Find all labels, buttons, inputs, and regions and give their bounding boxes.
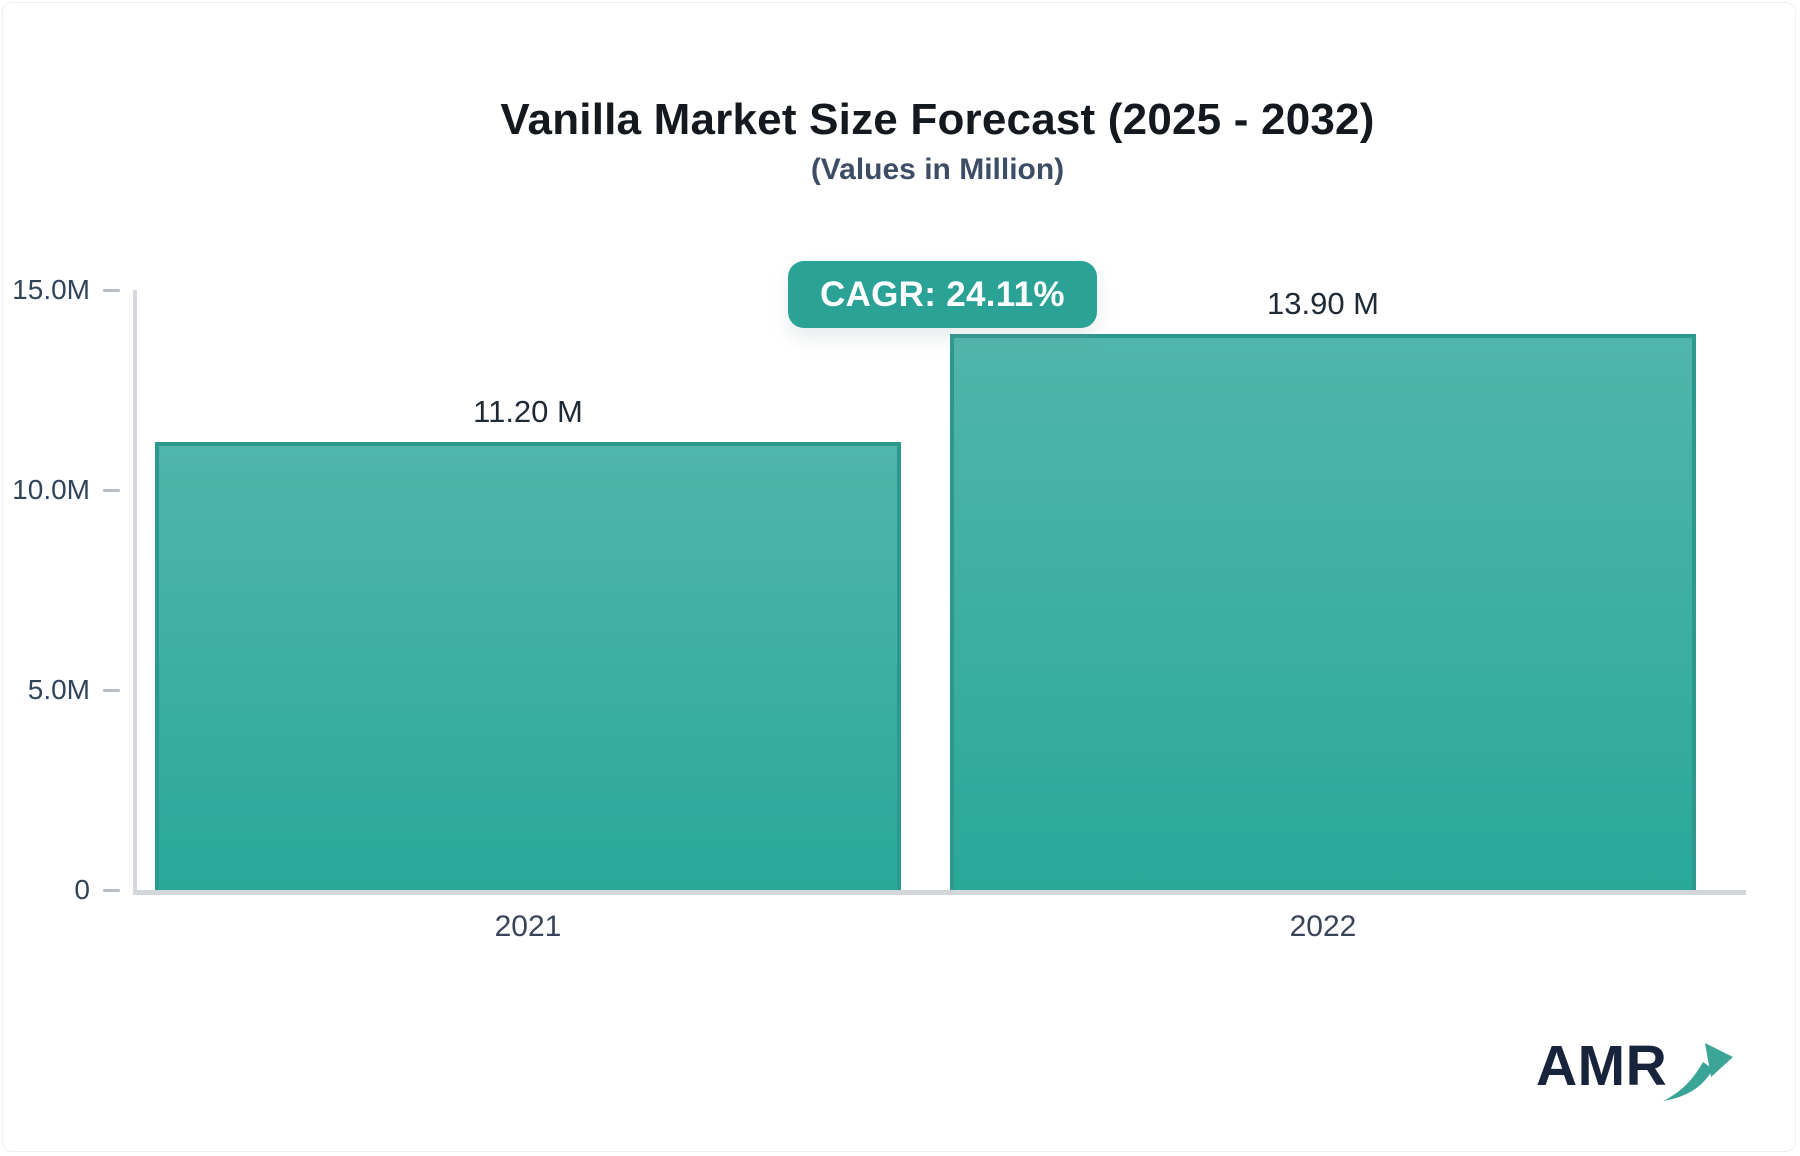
y-tick-mark	[103, 488, 120, 492]
x-axis-label-2022: 2022	[1289, 910, 1357, 943]
y-tick-label: 0	[74, 874, 90, 905]
amr-logo: AMR	[1536, 1035, 1737, 1107]
y-tick-mark	[103, 888, 120, 892]
bar-value-label-2022: 13.90 M	[1266, 286, 1379, 321]
y-tick-label: 15.0M	[12, 274, 90, 305]
y-tick-label: 10.0M	[12, 474, 90, 505]
y-tick-mark	[103, 288, 120, 292]
y-tick-mark	[103, 688, 120, 692]
growth-arrow-icon	[1663, 1043, 1734, 1101]
y-axis-line	[133, 290, 137, 895]
y-tick-label: 5.0M	[27, 674, 90, 705]
plot-area: 0 5.0M 10.0M 15.0M 11.20 M 2021 13.90 M 2022	[12, 274, 1746, 943]
bar-2022[interactable]	[950, 334, 1696, 890]
bar-2021[interactable]	[155, 442, 901, 890]
x-axis-label-2021: 2021	[494, 910, 562, 943]
chart-title: Vanilla Market Size Forecast (2025 - 203…	[500, 95, 1375, 144]
x-axis-line	[133, 890, 1746, 895]
amr-logo-text: AMR	[1536, 1034, 1668, 1098]
chart-subtitle: (Values in Million)	[810, 153, 1065, 186]
cagr-badge: CAGR: 24.11%	[788, 261, 1097, 328]
bar-value-label-2021: 11.20 M	[473, 394, 583, 429]
